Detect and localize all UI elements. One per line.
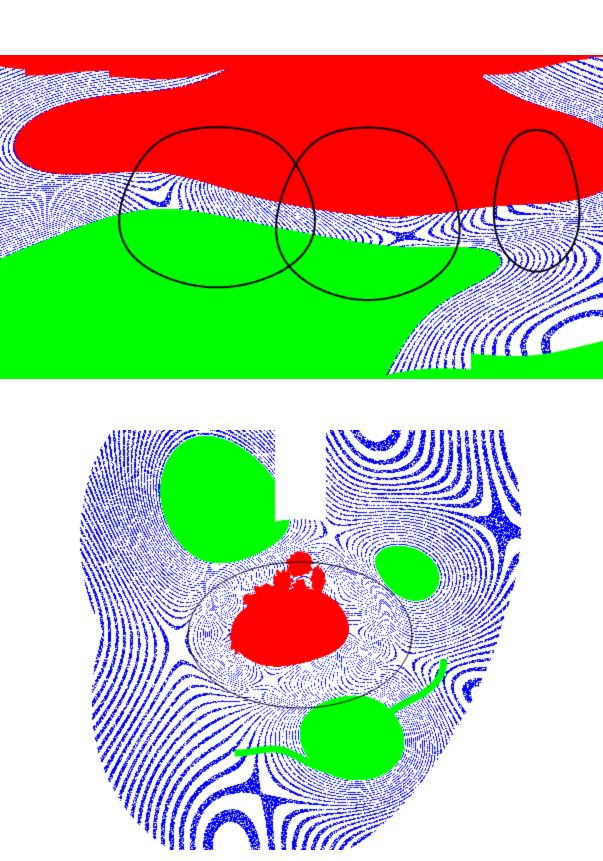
cylindrical-projection-panel — [0, 55, 603, 379]
orthographic-field-canvas — [0, 430, 603, 850]
cylindrical-field-canvas — [0, 55, 603, 379]
orthographic-projection-panel — [0, 430, 603, 850]
